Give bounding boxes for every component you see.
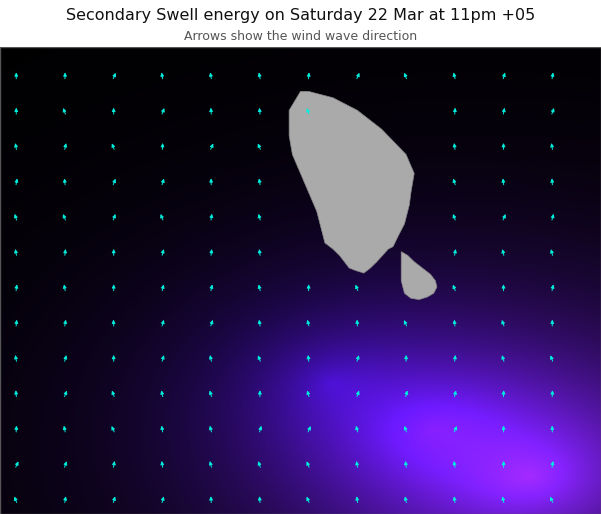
Text: Arrows show the wind wave direction: Arrows show the wind wave direction bbox=[184, 30, 417, 43]
Polygon shape bbox=[289, 91, 414, 273]
Text: Secondary Swell energy on Saturday 22 Mar at 11pm +05: Secondary Swell energy on Saturday 22 Ma… bbox=[66, 8, 535, 23]
Polygon shape bbox=[401, 252, 437, 300]
